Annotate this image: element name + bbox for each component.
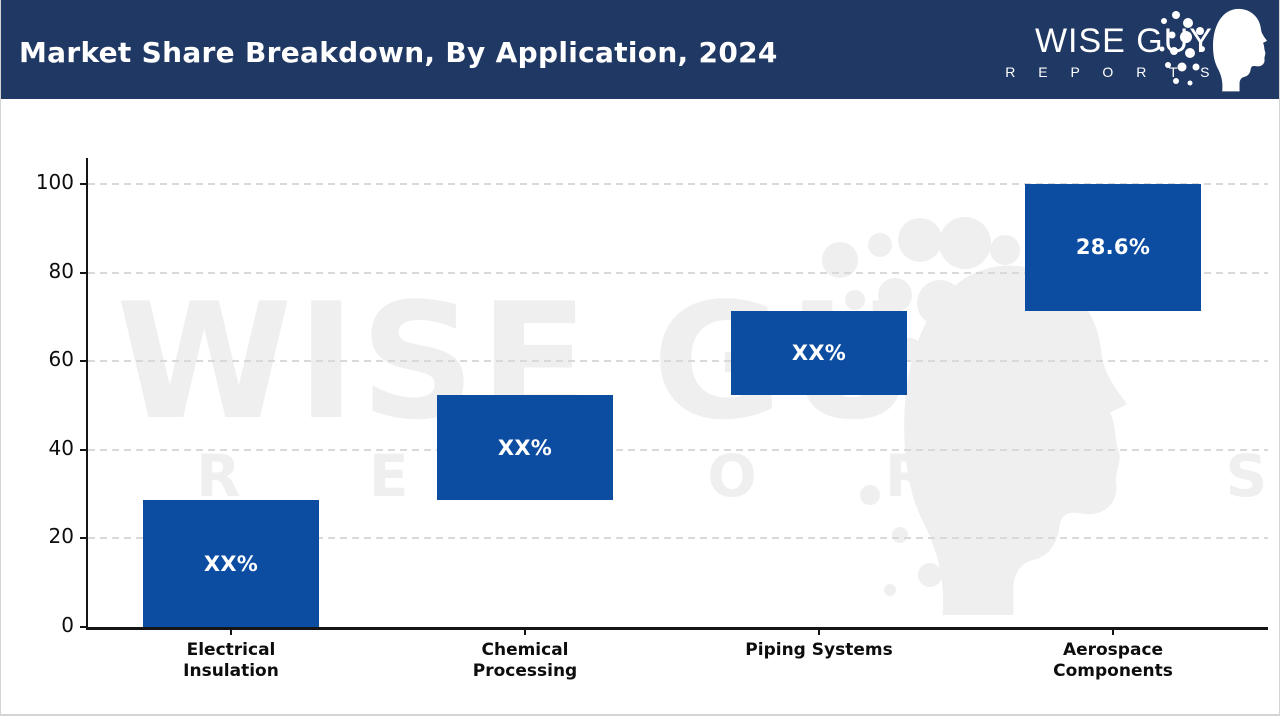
x-axis-tick [818,629,820,635]
y-axis-tick [80,537,88,540]
watermark-dotted-face-icon [822,217,1153,615]
category-label: Electrical Insulation [183,640,279,681]
category-label: Aerospace Components [1053,640,1173,681]
y-axis-tick [80,271,88,274]
header-bar: Market Share Breakdown, By Application, … [0,0,1280,99]
y-axis-tick-label: 80 [48,258,74,283]
bar-value-label: 28.6% [1075,235,1151,260]
gridline-y20 [88,537,1268,540]
x-axis-line [86,627,1268,630]
gridline-y60 [88,360,1268,363]
y-axis-tick [80,626,88,628]
gridline-y80 [88,271,1268,274]
dotted-face-logo-icon [1159,8,1268,92]
y-axis-tick-label: 40 [48,435,74,460]
x-axis-tick [1112,629,1114,635]
logo-reports-text: R E P O R T S [1005,64,1219,80]
x-axis-tick [524,629,526,635]
y-axis-tick [80,448,88,451]
category-label: Piping Systems [745,640,893,660]
bar-value-label: XX% [791,340,847,365]
y-axis-tick [80,360,88,363]
y-axis-line [86,158,88,629]
y-axis-tick-label: 100 [35,170,74,194]
gridline-y100 [88,183,1268,185]
wiseguy-logo: WISE GUY R E P O R T S [1005,24,1213,79]
gridline-y40 [88,448,1268,451]
y-axis-tick-label: 0 [61,613,74,637]
chart-title: Market Share Breakdown, By Application, … [19,36,778,69]
x-axis-tick [230,629,232,635]
bar-chemical-processing: XX% [437,394,613,501]
category-label: Chemical Processing [472,640,578,681]
bar-value-label: XX% [497,435,553,460]
bar-piping-systems: XX% [731,310,907,395]
bar-value-label: XX% [203,551,259,576]
y-axis-tick-label: 20 [48,524,74,549]
y-axis-tick [80,183,88,185]
y-axis-tick-label: 60 [48,347,74,372]
bar-aerospace-components: 28.6% [1025,184,1201,311]
bar-electrical-insulation: XX% [143,500,319,627]
